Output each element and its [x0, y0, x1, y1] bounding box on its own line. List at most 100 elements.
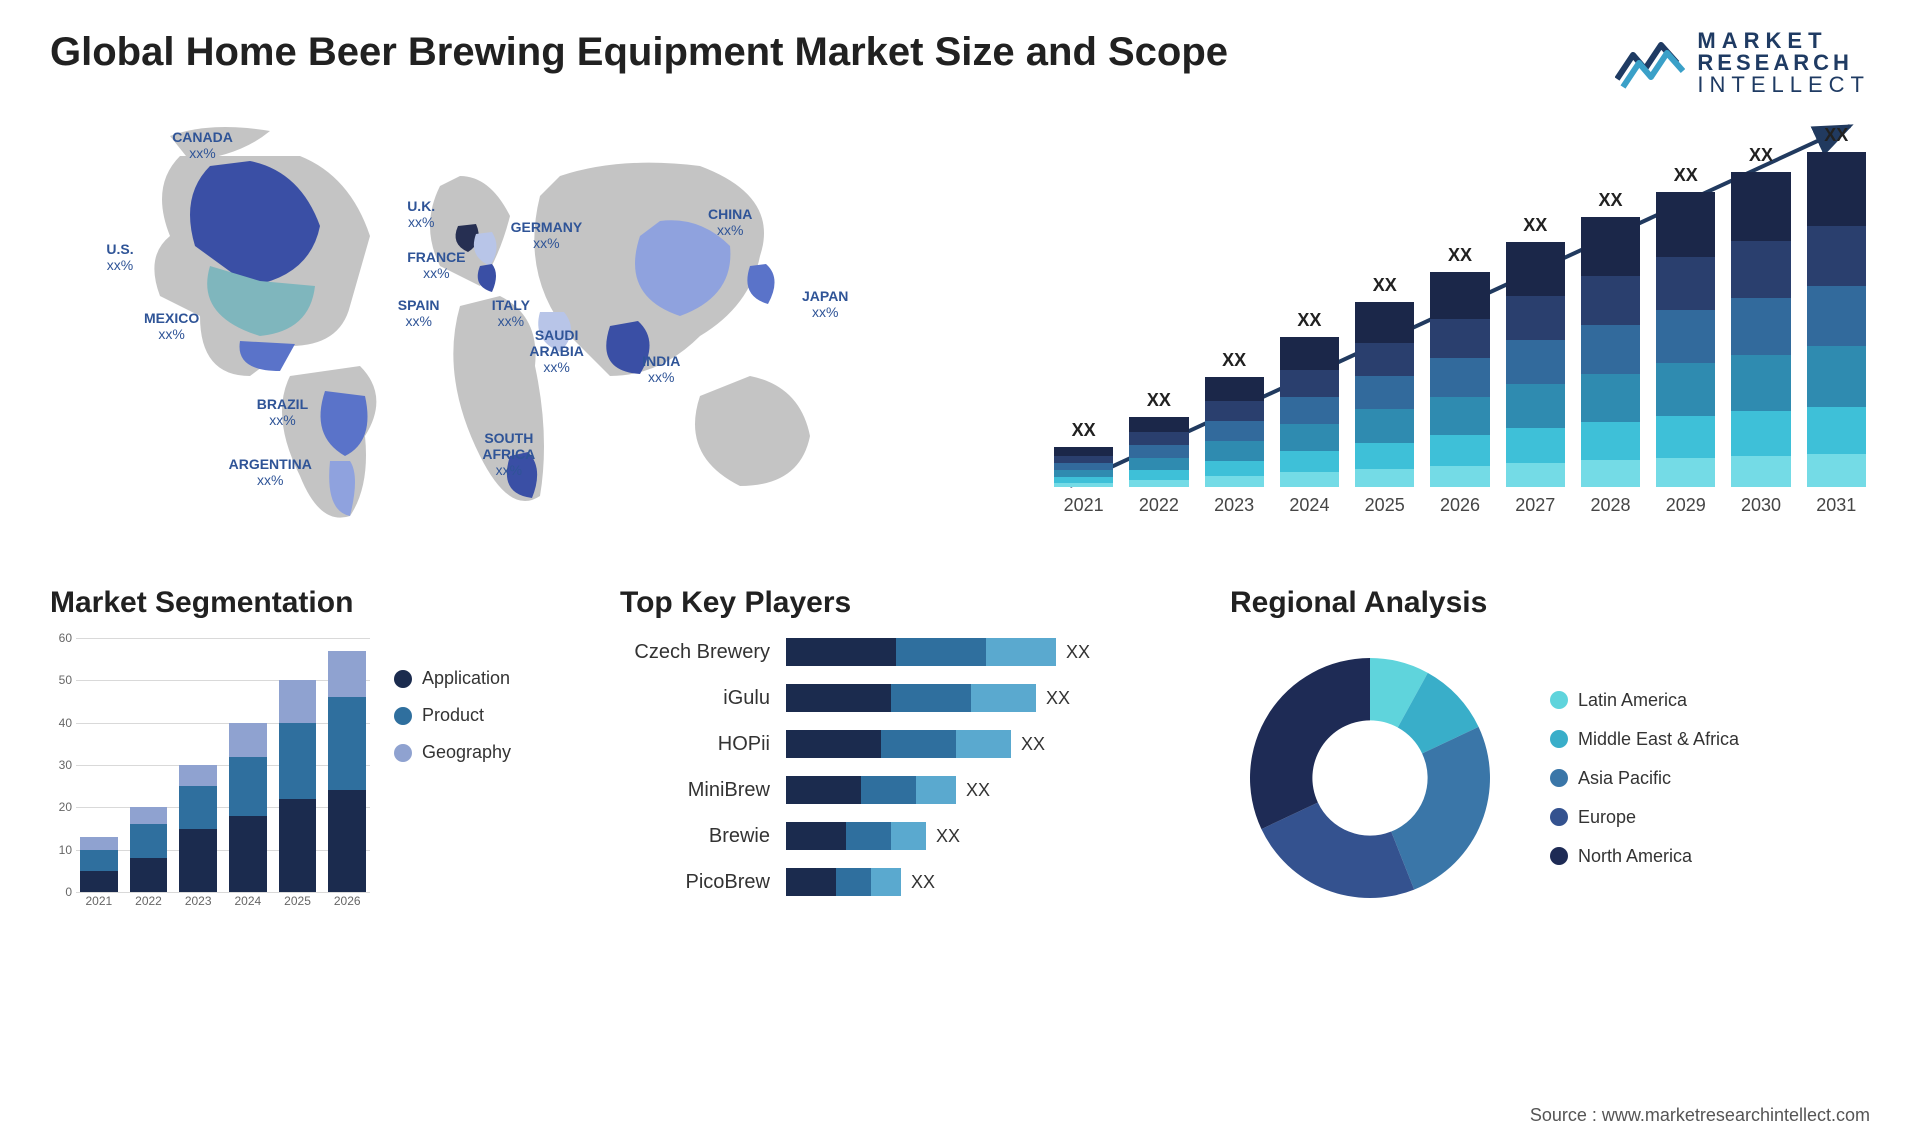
player-row: Brewie XX: [620, 822, 1180, 850]
growth-bar-value: XX: [1297, 310, 1321, 331]
region-legend-item: Asia Pacific: [1550, 768, 1739, 789]
map-label-canada: CANADAxx%: [172, 129, 233, 161]
growth-bar-2028: XX 2028: [1581, 190, 1640, 516]
seg-bar-2025: [279, 680, 317, 892]
growth-bar-year: 2026: [1440, 495, 1480, 516]
growth-bar-year: 2031: [1816, 495, 1856, 516]
growth-bar-value: XX: [1147, 390, 1171, 411]
seg-legend-item: Product: [394, 705, 511, 726]
legend-swatch-icon: [1550, 691, 1568, 709]
donut-slice: [1250, 658, 1370, 829]
map-label-u-k-: U.K.xx%: [407, 198, 435, 230]
map-label-mexico: MEXICOxx%: [144, 310, 199, 342]
map-label-italy: ITALYxx%: [492, 297, 530, 329]
growth-bar-2022: XX 2022: [1129, 390, 1188, 516]
player-value: XX: [966, 780, 990, 801]
map-label-india: INDIAxx%: [642, 353, 680, 385]
region-legend-item: Europe: [1550, 807, 1739, 828]
legend-swatch-icon: [1550, 847, 1568, 865]
region-legend: Latin AmericaMiddle East & AfricaAsia Pa…: [1550, 690, 1739, 867]
seg-bar-2022: [130, 807, 168, 892]
map-label-u-s-: U.S.xx%: [106, 241, 133, 273]
player-row: MiniBrew XX: [620, 776, 1180, 804]
growth-bar-year: 2029: [1666, 495, 1706, 516]
donut-slice: [1391, 727, 1490, 890]
player-bar: [786, 638, 1056, 666]
legend-swatch-icon: [394, 670, 412, 688]
page-title: Global Home Beer Brewing Equipment Marke…: [50, 30, 1228, 75]
growth-bar-value: XX: [1824, 125, 1848, 146]
source-attribution: Source : www.marketresearchintellect.com: [1530, 1105, 1870, 1126]
growth-bar-2024: XX 2024: [1280, 310, 1339, 516]
growth-bar-chart: XX2021XX2022XX2023XX2024XX2025XX2026XX20…: [1050, 116, 1870, 546]
growth-bar-value: XX: [1749, 145, 1773, 166]
growth-bar-year: 2027: [1515, 495, 1555, 516]
region-title: Regional Analysis: [1230, 586, 1870, 620]
player-bar: [786, 868, 901, 896]
growth-bar-2031: XX 2031: [1807, 125, 1866, 516]
map-label-japan: JAPANxx%: [802, 288, 848, 320]
brand-logo: MARKET RESEARCH INTELLECT: [1615, 30, 1870, 96]
player-value: XX: [1021, 734, 1045, 755]
map-label-argentina: ARGENTINAxx%: [229, 456, 312, 488]
logo-line3: INTELLECT: [1697, 74, 1870, 96]
seg-bar-2024: [229, 723, 267, 892]
player-name: iGulu: [620, 687, 770, 710]
segmentation-title: Market Segmentation: [50, 586, 570, 620]
player-row: PicoBrew XX: [620, 868, 1180, 896]
growth-bar-2021: XX2021: [1054, 420, 1113, 516]
growth-bar-year: 2021: [1064, 495, 1104, 516]
growth-bar-value: XX: [1674, 165, 1698, 186]
segmentation-panel: Market Segmentation 0102030405060 202120…: [50, 586, 570, 918]
player-value: XX: [936, 826, 960, 847]
growth-bar-year: 2024: [1289, 495, 1329, 516]
region-panel: Regional Analysis Latin AmericaMiddle Ea…: [1230, 586, 1870, 918]
players-title: Top Key Players: [620, 586, 1180, 620]
growth-bar-year: 2025: [1365, 495, 1405, 516]
player-value: XX: [911, 872, 935, 893]
players-panel: Top Key Players Czech BreweryXXiGuluXXHO…: [620, 586, 1180, 918]
region-legend-item: North America: [1550, 846, 1739, 867]
player-name: Brewie: [620, 825, 770, 848]
legend-swatch-icon: [394, 707, 412, 725]
legend-swatch-icon: [1550, 730, 1568, 748]
region-donut-chart: [1230, 638, 1510, 918]
growth-bar-2023: XX 2023: [1205, 350, 1264, 516]
growth-bar-2029: XX 2029: [1656, 165, 1715, 516]
map-label-spain: SPAINxx%: [398, 297, 440, 329]
map-label-south-africa: SOUTHAFRICAxx%: [482, 430, 535, 478]
player-value: XX: [1066, 642, 1090, 663]
segmentation-bar-chart: 0102030405060 202120222023202420252026: [50, 638, 370, 918]
growth-bar-2025: XX2025: [1355, 275, 1414, 516]
growth-bar-2030: XX2030: [1731, 145, 1790, 516]
growth-bar-year: 2022: [1139, 495, 1179, 516]
legend-swatch-icon: [394, 744, 412, 762]
player-bar: [786, 822, 926, 850]
growth-bar-value: XX: [1523, 215, 1547, 236]
growth-bar-year: 2028: [1590, 495, 1630, 516]
map-label-france: FRANCExx%: [407, 249, 465, 281]
segmentation-legend: Application Product Geography: [394, 638, 511, 763]
growth-bar-value: XX: [1222, 350, 1246, 371]
player-name: MiniBrew: [620, 779, 770, 802]
logo-mark-icon: [1615, 35, 1685, 91]
seg-legend-item: Geography: [394, 742, 511, 763]
legend-swatch-icon: [1550, 808, 1568, 826]
player-name: HOPii: [620, 733, 770, 756]
seg-bar-2023: [179, 765, 217, 892]
player-name: PicoBrew: [620, 871, 770, 894]
logo-line2: RESEARCH: [1697, 52, 1870, 74]
player-row: Czech BreweryXX: [620, 638, 1180, 666]
player-row: HOPii XX: [620, 730, 1180, 758]
player-value: XX: [1046, 688, 1070, 709]
map-label-saudi-arabia: SAUDIARABIAxx%: [529, 327, 583, 375]
map-label-china: CHINAxx%: [708, 206, 752, 238]
map-label-germany: GERMANYxx%: [511, 219, 583, 251]
growth-bar-year: 2023: [1214, 495, 1254, 516]
seg-legend-item: Application: [394, 668, 511, 689]
player-row: iGulu XX: [620, 684, 1180, 712]
player-bar: [786, 776, 956, 804]
legend-swatch-icon: [1550, 769, 1568, 787]
player-bar: [786, 684, 1036, 712]
growth-bar-value: XX: [1598, 190, 1622, 211]
